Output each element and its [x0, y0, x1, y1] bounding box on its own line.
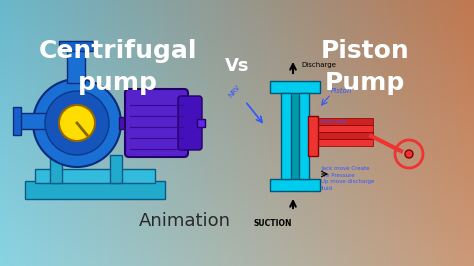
Bar — [197, 119, 205, 127]
Text: Animation: Animation — [139, 212, 231, 230]
FancyBboxPatch shape — [125, 89, 188, 157]
Bar — [59, 41, 93, 51]
Bar — [15, 113, 55, 129]
Text: bare ring: bare ring — [321, 118, 346, 123]
FancyBboxPatch shape — [178, 96, 202, 150]
Bar — [50, 155, 62, 183]
Bar — [67, 48, 85, 83]
Circle shape — [45, 91, 109, 155]
Text: Jack move Create
-ve Pressure
Up move discharge
fluid: Jack move Create -ve Pressure Up move di… — [321, 166, 374, 191]
Bar — [270, 179, 320, 191]
Bar — [281, 93, 291, 179]
Bar — [318, 125, 373, 132]
Text: Vs: Vs — [225, 57, 249, 75]
Bar — [119, 117, 131, 129]
Bar — [290, 93, 300, 179]
Text: Pump: Pump — [325, 71, 405, 95]
Bar — [308, 116, 318, 156]
Text: SUCTION: SUCTION — [254, 219, 292, 228]
Text: Piston: Piston — [320, 39, 410, 63]
Bar — [270, 81, 320, 93]
Text: Centrifugal: Centrifugal — [39, 39, 197, 63]
Bar — [13, 107, 21, 135]
Bar — [318, 118, 373, 125]
Text: NRV: NRV — [228, 84, 242, 98]
Text: pump: pump — [78, 71, 158, 95]
Bar — [25, 181, 165, 199]
Circle shape — [33, 79, 121, 167]
Bar — [318, 139, 373, 146]
Text: Discharge: Discharge — [301, 62, 336, 68]
Bar — [318, 132, 373, 139]
Text: Piston: Piston — [331, 88, 352, 94]
Circle shape — [59, 105, 95, 141]
Bar — [35, 169, 155, 183]
Bar — [299, 93, 309, 179]
Bar — [110, 155, 122, 183]
Circle shape — [405, 150, 413, 158]
